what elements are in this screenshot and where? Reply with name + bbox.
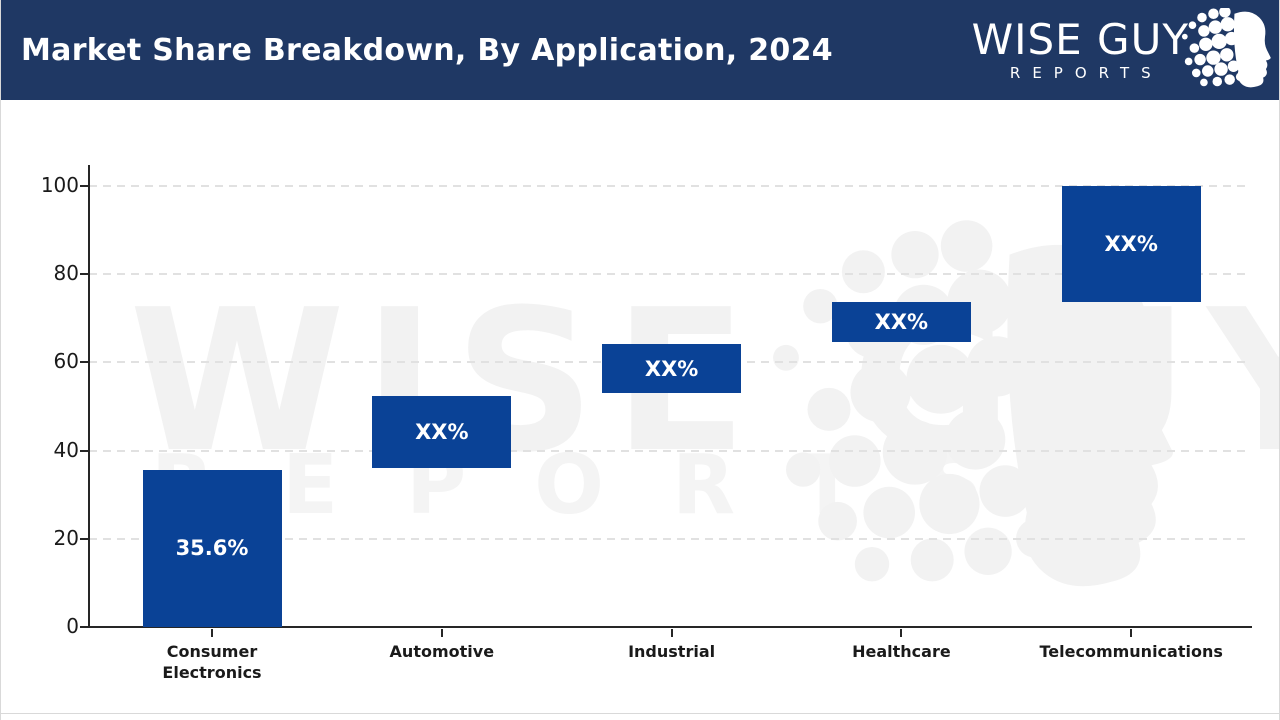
y-tick-label-80: 80	[53, 261, 79, 286]
gridline-20	[89, 537, 1251, 540]
x-tick-label-4: Telecommunications	[1039, 642, 1223, 661]
x-tick-3	[900, 629, 903, 637]
wise-guy-logo: WISE GUY REPORTS	[972, 8, 1271, 92]
page-title: Market Share Breakdown, By Application, …	[21, 32, 833, 68]
bottom-frame-line	[1, 713, 1279, 714]
watermark-head-icon	[773, 220, 1173, 587]
logo-wiseguy-text: WISE GUY	[971, 15, 1189, 64]
bar-label-4: XX%	[1104, 231, 1158, 256]
y-tick-label-100: 100	[40, 173, 79, 197]
y-tick-80	[80, 273, 88, 276]
y-tick-60	[80, 361, 88, 364]
header: Market Share Breakdown, By Application, …	[1, 0, 1279, 100]
bar-0: 35.6%	[142, 470, 282, 627]
bar-label-0: 35.6%	[175, 536, 249, 561]
x-tick-label-1: Automotive	[389, 642, 495, 661]
x-tick-0	[211, 629, 213, 637]
y-tick-40	[80, 449, 88, 452]
bar-label-3: XX%	[874, 310, 929, 335]
gridline-100	[89, 185, 1251, 187]
x-tick-4	[1130, 629, 1133, 637]
x-tick-1	[440, 629, 443, 637]
y-tick-label-20: 20	[53, 525, 79, 550]
y-tick-label-0: 0	[66, 614, 79, 638]
bar-4: XX%	[1061, 186, 1201, 302]
x-tick-2	[670, 629, 673, 637]
y-tick-label-60: 60	[53, 349, 79, 374]
logo-text: WISE GUY REPORTS	[971, 15, 1189, 83]
x-tick-label-0: Consumer Electronics	[162, 642, 262, 682]
x-axis-line	[88, 626, 1252, 628]
bar-1: XX%	[372, 396, 512, 469]
y-axis-line	[88, 165, 90, 628]
x-tick-label-3: Healthcare	[852, 642, 951, 661]
bar-label-2: XX%	[644, 356, 699, 381]
gridline-40	[89, 449, 1251, 452]
gridline-80	[89, 273, 1251, 276]
y-tick-label-40: 40	[53, 437, 79, 462]
y-tick-100	[80, 185, 88, 187]
chart-area: 0 20 40 60 80 100 Consumer Electronics Automoti…	[1, 100, 1279, 713]
logo-head-icon	[1181, 8, 1271, 88]
logo-reports-text: REPORTS	[1009, 64, 1163, 82]
y-tick-20	[80, 537, 88, 540]
bar-label-1: XX%	[415, 420, 469, 445]
y-tick-0	[80, 626, 88, 628]
x-tick-label-2: Industrial	[628, 642, 716, 661]
bar-2: XX%	[602, 343, 742, 394]
bar-3: XX%	[831, 301, 971, 343]
